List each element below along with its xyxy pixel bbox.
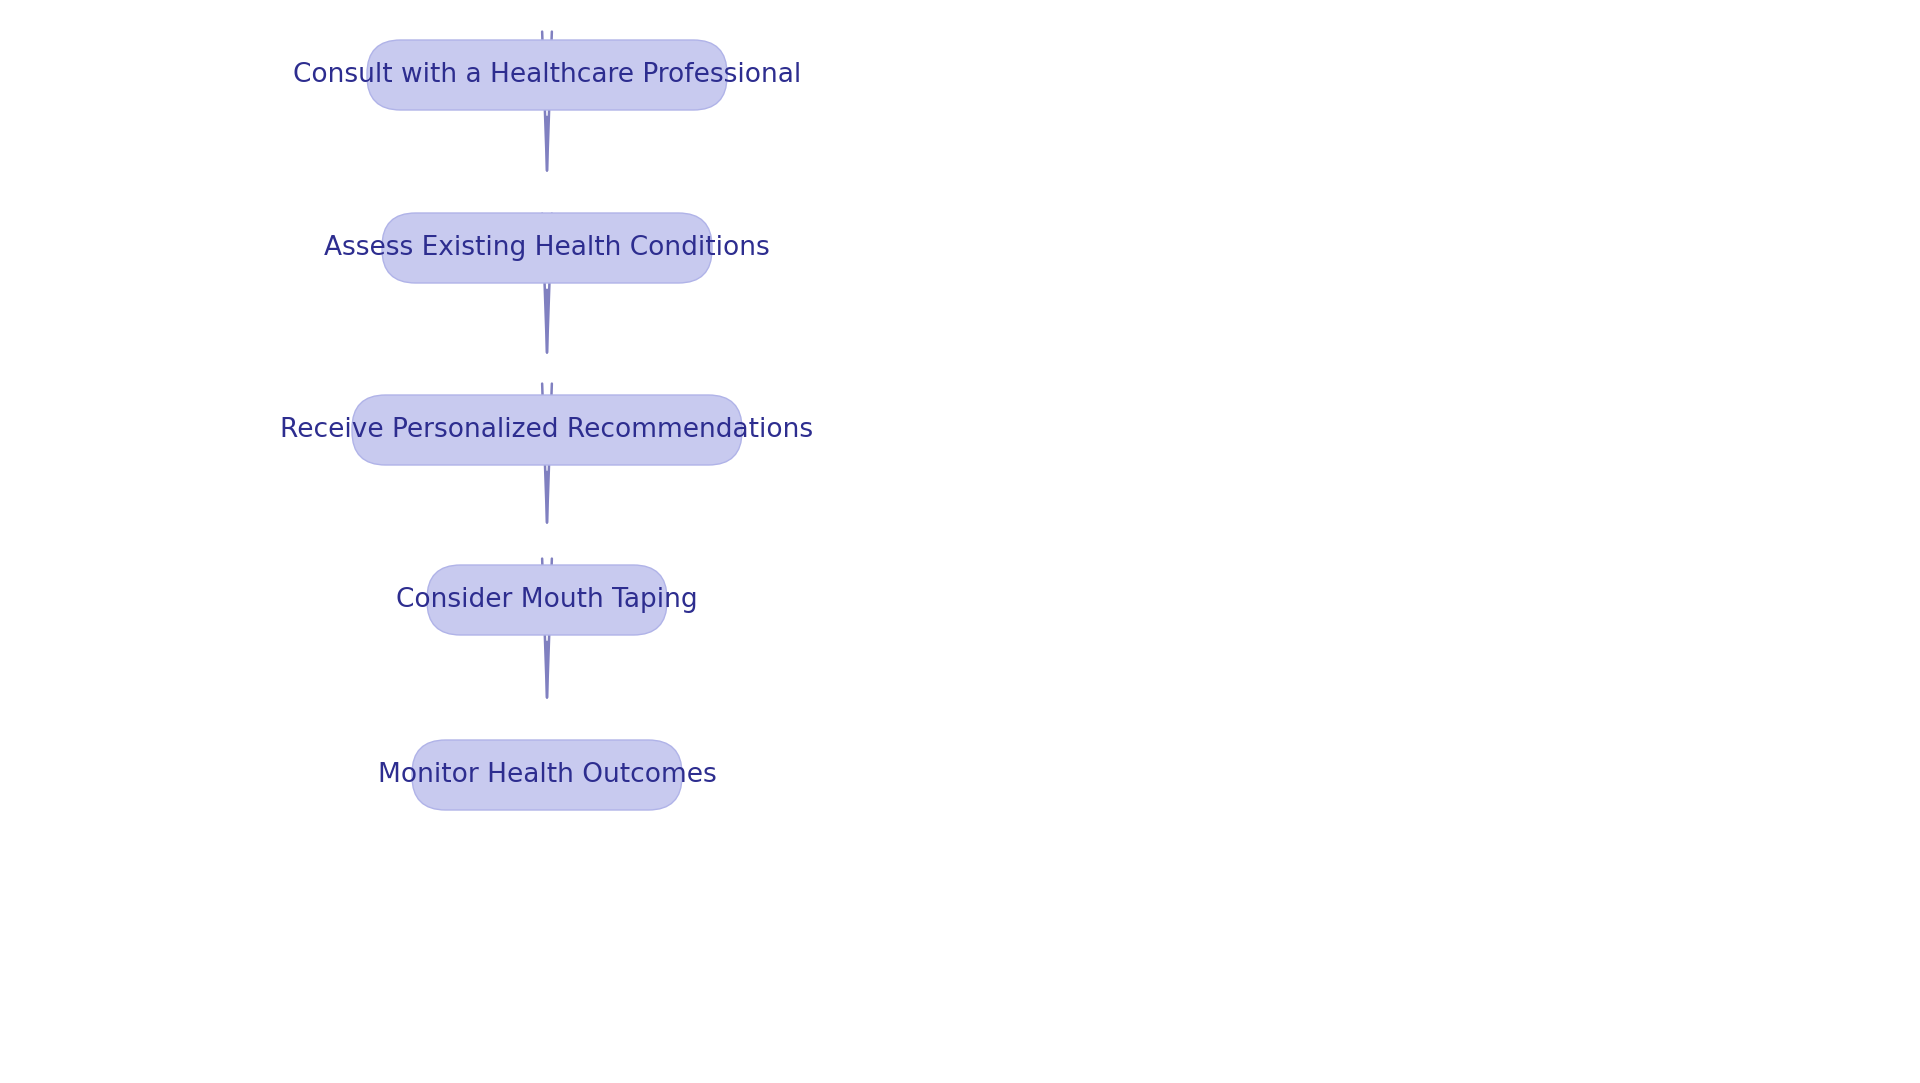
FancyBboxPatch shape	[367, 40, 728, 110]
Text: Consult with a Healthcare Professional: Consult with a Healthcare Professional	[294, 62, 801, 88]
FancyBboxPatch shape	[351, 395, 741, 465]
FancyBboxPatch shape	[413, 740, 682, 810]
FancyBboxPatch shape	[426, 565, 666, 635]
FancyBboxPatch shape	[382, 213, 712, 283]
Text: Consider Mouth Taping: Consider Mouth Taping	[396, 587, 697, 613]
Text: Assess Existing Health Conditions: Assess Existing Health Conditions	[324, 235, 770, 261]
Text: Monitor Health Outcomes: Monitor Health Outcomes	[378, 762, 716, 788]
Text: Receive Personalized Recommendations: Receive Personalized Recommendations	[280, 417, 814, 443]
